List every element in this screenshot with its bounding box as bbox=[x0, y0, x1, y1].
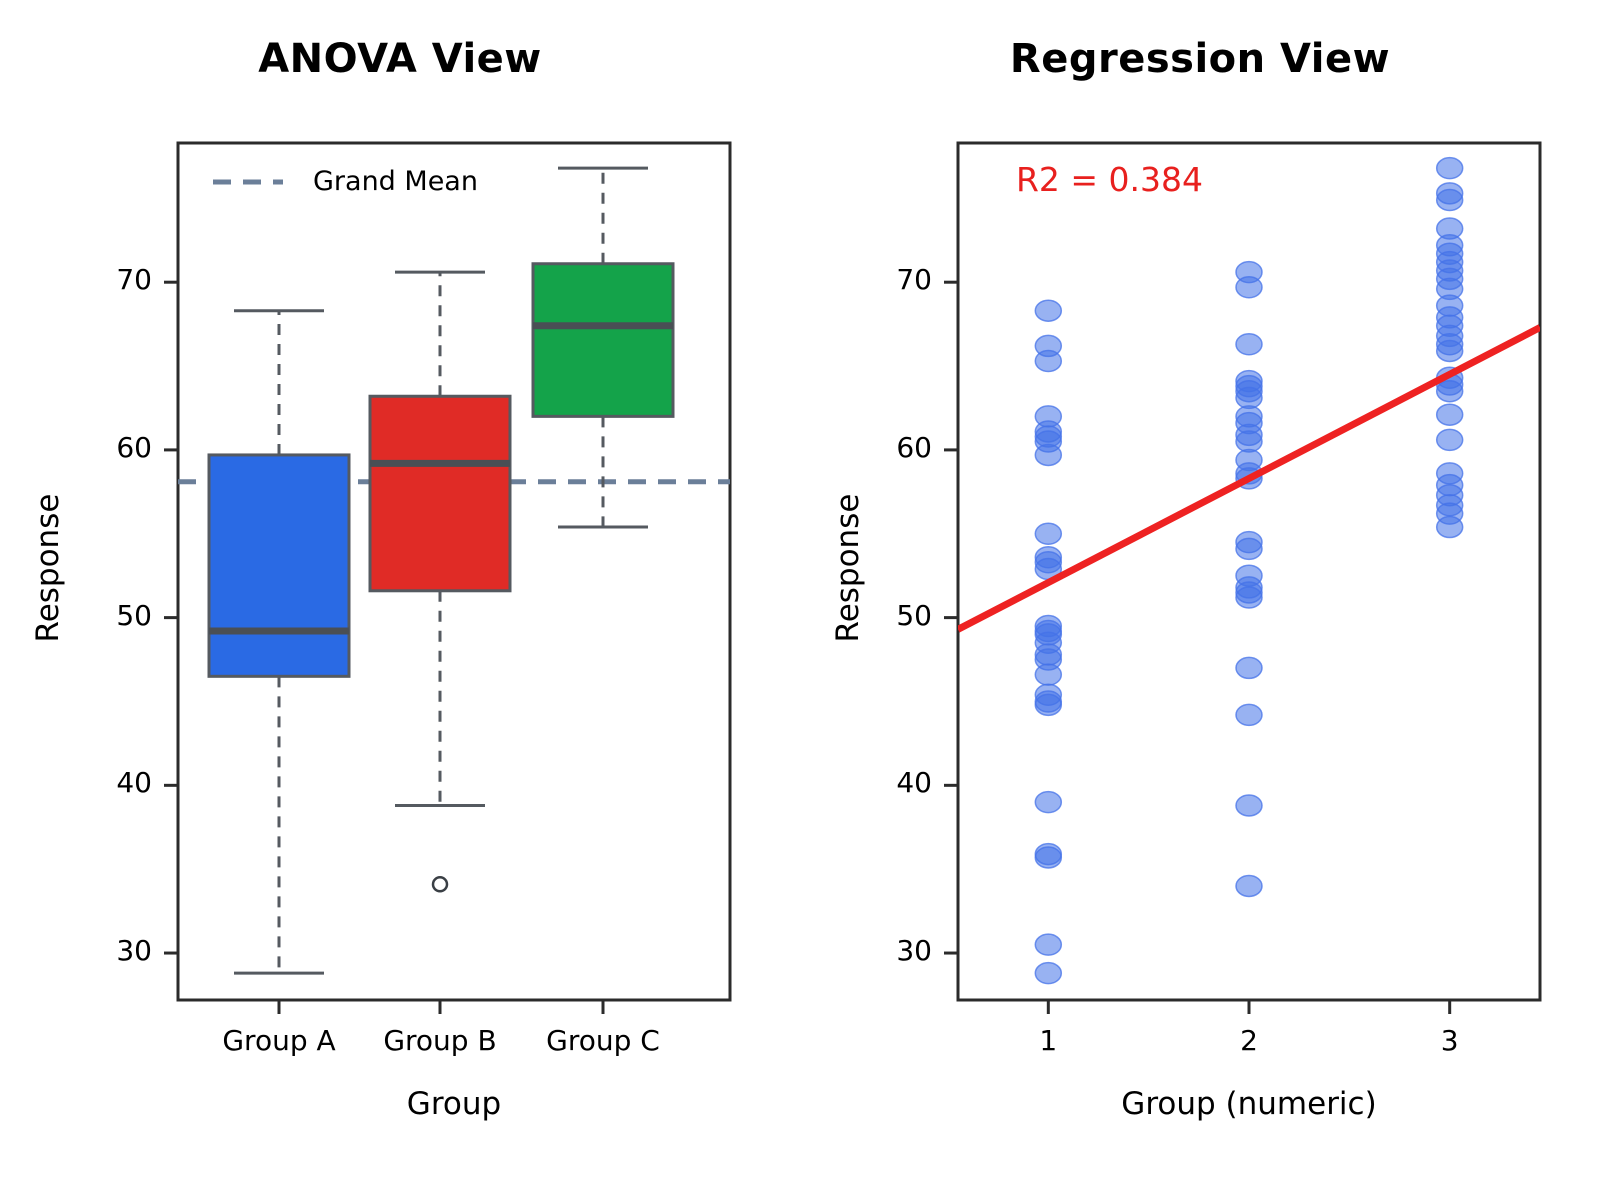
regression-y-tick-label: 70 bbox=[896, 263, 932, 297]
scatter-point bbox=[1034, 846, 1063, 869]
regression-y-tick-label: 40 bbox=[896, 766, 932, 800]
anova-panel-title: ANOVA View bbox=[258, 36, 542, 82]
scatter-point bbox=[1034, 961, 1063, 985]
scatter-point bbox=[1034, 522, 1063, 546]
regression-data-group bbox=[958, 156, 1540, 985]
scatter-point bbox=[1435, 428, 1464, 452]
regression-fit-line bbox=[958, 324, 1540, 633]
scatter-point bbox=[1034, 663, 1063, 686]
grand-mean-legend-label: Grand Mean bbox=[313, 166, 478, 197]
scatter-point bbox=[1235, 586, 1263, 609]
scatter-point bbox=[1034, 443, 1063, 467]
regression-plot-area bbox=[944, 141, 1542, 1014]
box-3 bbox=[531, 262, 675, 418]
scatter-point bbox=[1235, 656, 1263, 680]
scatter-point bbox=[1235, 537, 1263, 561]
anova-plot-area bbox=[164, 141, 732, 1014]
r-squared-annotation: R2 = 0.384 bbox=[1016, 160, 1204, 199]
regression-x-tick-label: 3 bbox=[1440, 1024, 1459, 1057]
anova-y-tick-label: 30 bbox=[116, 934, 152, 968]
scatter-point bbox=[1034, 790, 1063, 814]
box-2 bbox=[368, 394, 512, 593]
scatter-point bbox=[1235, 874, 1263, 898]
regression-x-tick-label: 1 bbox=[1039, 1024, 1058, 1057]
scatter-point bbox=[1435, 403, 1464, 426]
scatter-point bbox=[1034, 693, 1063, 717]
anova-x-tick-label: Group C bbox=[546, 1024, 660, 1057]
regression-y-tick-label: 30 bbox=[896, 934, 932, 968]
anova-x-tick-label: Group A bbox=[222, 1024, 336, 1057]
anova-y-tick-label: 40 bbox=[116, 766, 152, 800]
scatter-point bbox=[1235, 794, 1263, 817]
scatter-point bbox=[1235, 333, 1263, 356]
regression-y-tick-label: 50 bbox=[896, 598, 932, 632]
regression-panel-title: Regression View bbox=[1009, 36, 1391, 82]
scatter-point bbox=[1034, 299, 1063, 322]
regression-y-tick-label: 60 bbox=[896, 430, 932, 464]
regression-panel: Regression View Response Group (numeric)… bbox=[800, 0, 1600, 1200]
anova-x-axis-label: Group bbox=[406, 1086, 502, 1122]
anova-y-axis-label: Response bbox=[30, 493, 66, 642]
anova-y-tick-label: 60 bbox=[116, 430, 152, 464]
scatter-point bbox=[1235, 275, 1263, 299]
outlier-point bbox=[431, 876, 449, 893]
anova-y-tick-label: 70 bbox=[116, 263, 152, 297]
scatter-point bbox=[1235, 703, 1263, 727]
scatter-point bbox=[1435, 515, 1464, 539]
anova-axes-frame bbox=[176, 141, 732, 1002]
regression-x-axis-label: Group (numeric) bbox=[1121, 1086, 1377, 1122]
scatter-point bbox=[1435, 339, 1464, 363]
anova-x-tick-label: Group B bbox=[383, 1024, 497, 1057]
regression-y-axis-label: Response bbox=[830, 493, 866, 642]
scatter-point bbox=[1435, 379, 1464, 403]
scatter-point bbox=[1435, 188, 1464, 212]
scatter-point bbox=[1435, 156, 1464, 180]
regression-x-tick-label: 2 bbox=[1240, 1024, 1258, 1057]
scatter-point bbox=[1034, 349, 1063, 373]
anova-y-tick-label: 50 bbox=[116, 598, 152, 632]
box-1 bbox=[207, 453, 351, 678]
anova-panel: ANOVA View Response Group Grand Mean 30 4… bbox=[30, 36, 732, 1122]
scatter-point bbox=[1034, 933, 1063, 956]
